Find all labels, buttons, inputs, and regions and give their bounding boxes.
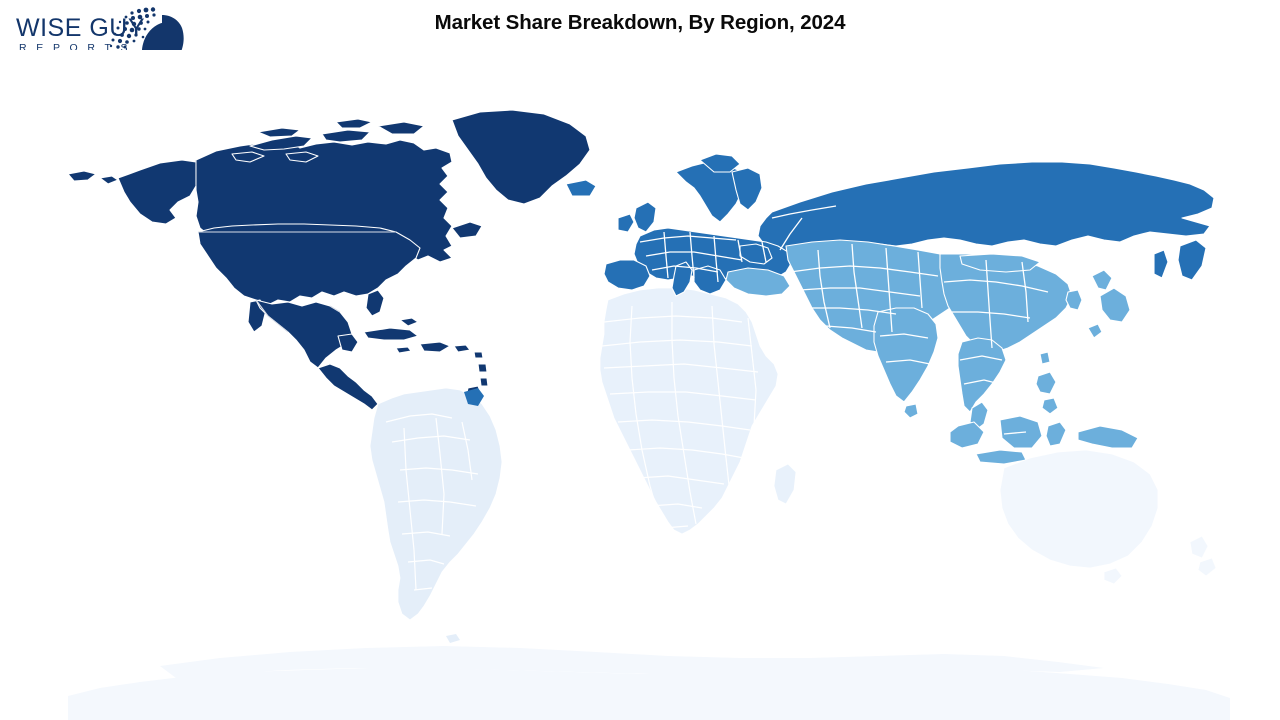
page-title: Market Share Breakdown, By Region, 2024 (434, 11, 846, 34)
country-falkland-islands (446, 634, 460, 643)
dotted-head-profile-icon (109, 7, 184, 60)
country-french-guiana[interactable] (464, 388, 484, 406)
svg-text:WISE GUY: WISE GUY (16, 14, 145, 42)
region-oceania[interactable] (999, 449, 1217, 585)
region-south-america[interactable] (369, 387, 503, 621)
world-map-container: .r-na { fill: #113871; } .r-eu { fill: #… (0, 50, 1280, 720)
region-europe[interactable] (565, 153, 1215, 297)
world-choropleth-map: .r-na { fill: #113871; } .r-eu { fill: #… (0, 50, 1280, 720)
region-antarctica (68, 646, 1230, 720)
region-north-america[interactable] (67, 109, 591, 411)
region-asia-pacific[interactable] (725, 239, 1139, 465)
region-africa[interactable] (599, 287, 797, 535)
